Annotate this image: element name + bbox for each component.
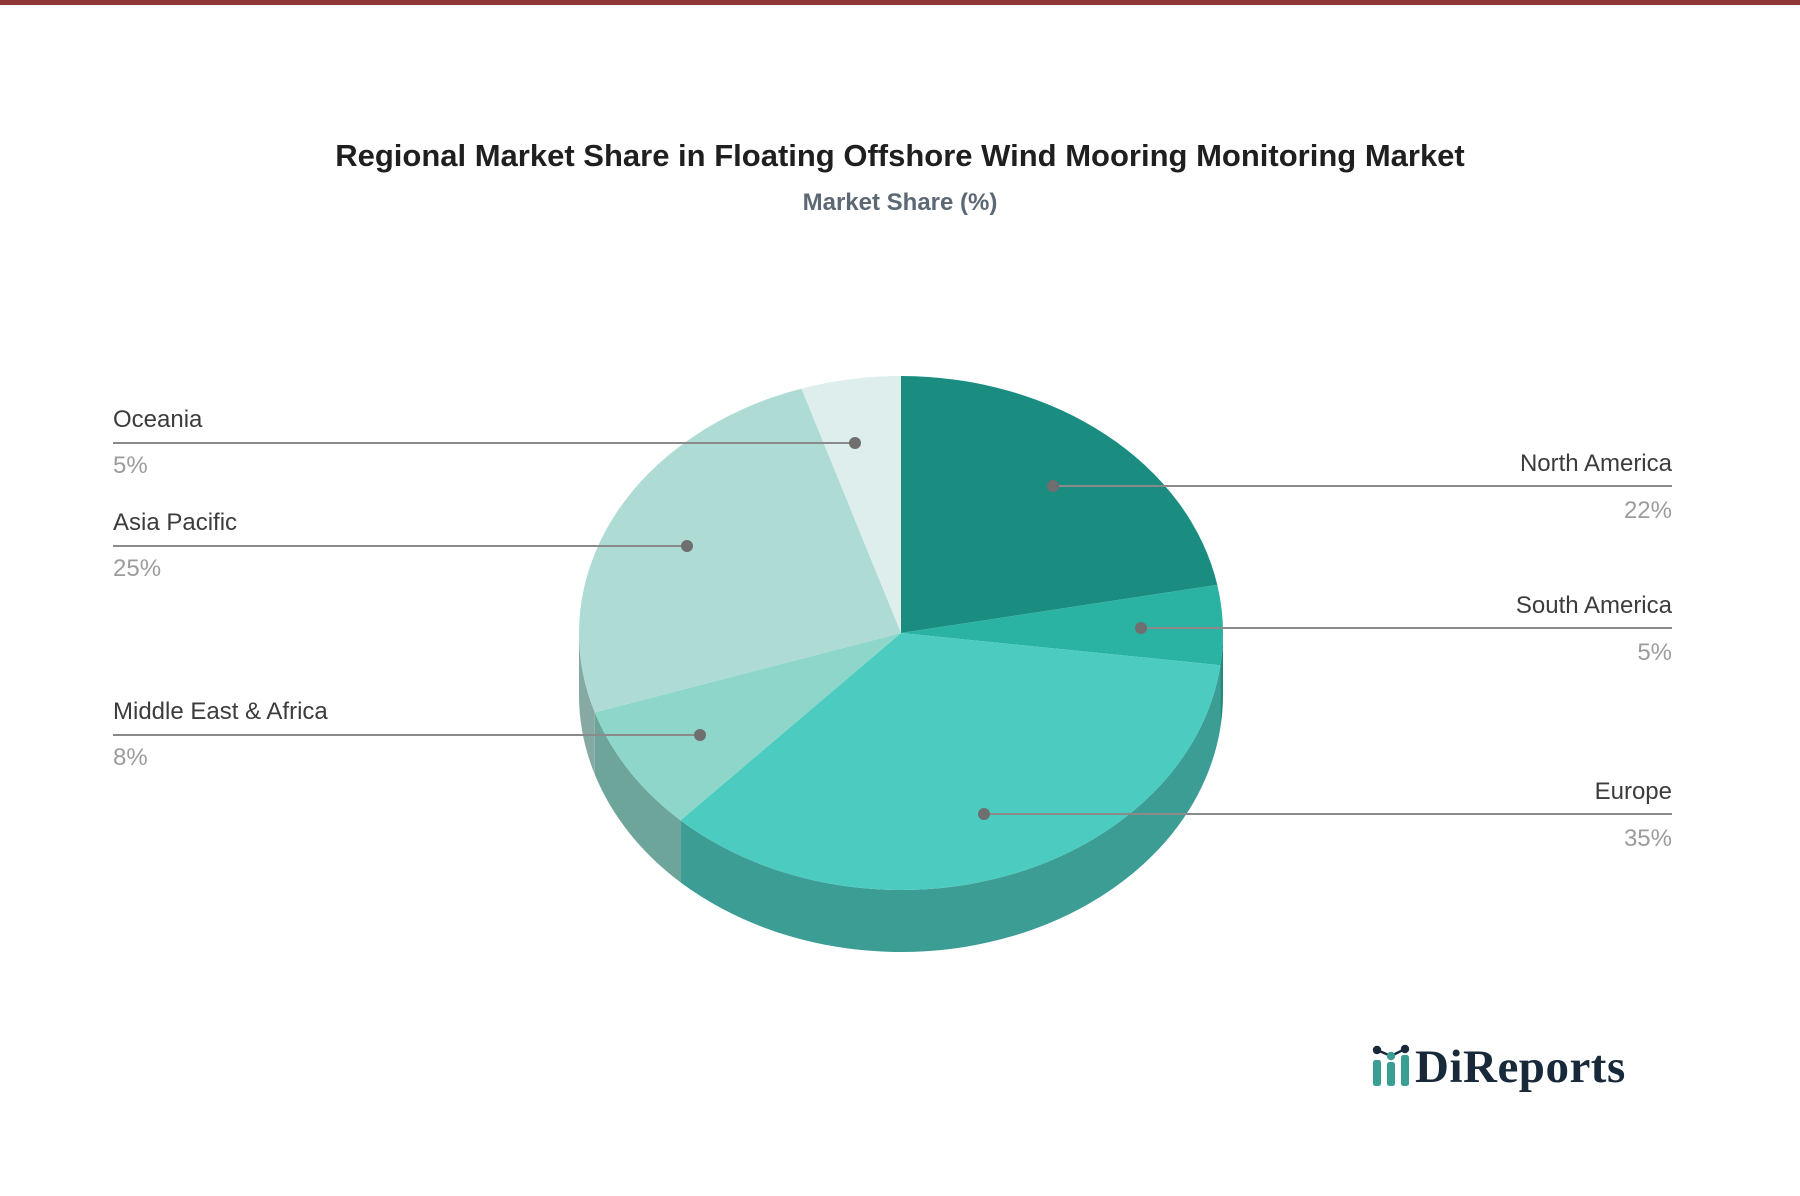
- slice-pct-north-america: 22%: [1623, 497, 1672, 524]
- pie-slice-side-europe: [680, 665, 1221, 952]
- direports-logo: DiReports: [1372, 1028, 1626, 1092]
- leader-dot-europe: [978, 808, 990, 820]
- chart-subtitle: Market Share (%): [802, 189, 998, 216]
- slice-label-asia-pacific: Asia Pacific: [113, 509, 238, 536]
- direports-logo-icon: [1372, 1044, 1410, 1086]
- pie-slice-middle-east-africa[interactable]: [594, 633, 901, 821]
- leader-dot-middle-east-africa: [694, 729, 706, 741]
- pie-slice-south-america[interactable]: [901, 584, 1224, 666]
- slice-pct-oceania: 5%: [113, 452, 148, 479]
- slice-label-oceania: Oceania: [113, 406, 203, 433]
- pie-slice-side-south-america: [1220, 633, 1223, 728]
- pie-slice-oceania[interactable]: [801, 376, 902, 633]
- direports-logo-text: DiReports: [1415, 1041, 1626, 1093]
- pie-slice-asia-pacific[interactable]: [579, 388, 901, 713]
- top-accent-strip: [0, 0, 1800, 5]
- slice-pct-asia-pacific: 25%: [113, 555, 162, 582]
- leader-dot-north-america: [1047, 480, 1059, 492]
- chart-title: Regional Market Share in Floating Offsho…: [335, 138, 1465, 173]
- slice-pct-middle-east-africa: 8%: [113, 744, 148, 771]
- leader-dot-south-america: [1135, 622, 1147, 634]
- slice-label-europe: Europe: [1594, 778, 1672, 805]
- slice-label-north-america: North America: [1519, 450, 1672, 477]
- pie-slice-side-asia-pacific: [579, 633, 595, 775]
- leader-dot-oceania: [849, 437, 861, 449]
- pie-slice-side-middle-east-africa: [594, 712, 681, 883]
- slice-pct-europe: 35%: [1623, 825, 1672, 852]
- slice-pct-south-america: 5%: [1637, 639, 1672, 666]
- pie-slice-north-america[interactable]: [901, 375, 1218, 633]
- slice-label-middle-east-africa: Middle East & Africa: [113, 698, 328, 725]
- leader-dot-asia-pacific: [681, 540, 693, 552]
- slice-label-south-america: South America: [1515, 592, 1672, 619]
- pie-slice-europe[interactable]: [680, 633, 1221, 890]
